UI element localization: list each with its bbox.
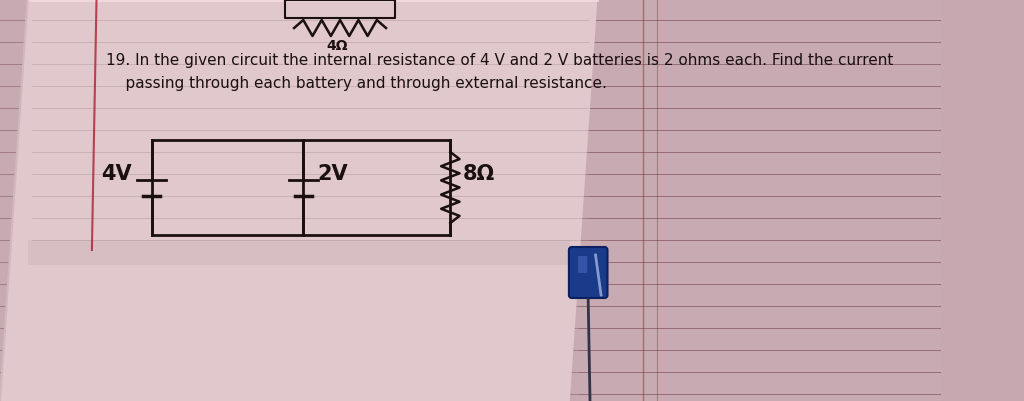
Text: 19. In the given circuit the internal resistance of 4 V and 2 V batteries is 2 o: 19. In the given circuit the internal re… [105,53,893,68]
FancyBboxPatch shape [579,256,588,273]
Polygon shape [28,240,569,265]
Text: 4V: 4V [101,164,132,184]
Text: 2V: 2V [317,164,348,184]
Polygon shape [0,0,597,401]
Text: 8Ω: 8Ω [463,164,496,184]
Text: 4Ω: 4Ω [327,39,348,53]
Text: passing through each battery and through external resistance.: passing through each battery and through… [105,76,606,91]
FancyBboxPatch shape [569,247,607,298]
